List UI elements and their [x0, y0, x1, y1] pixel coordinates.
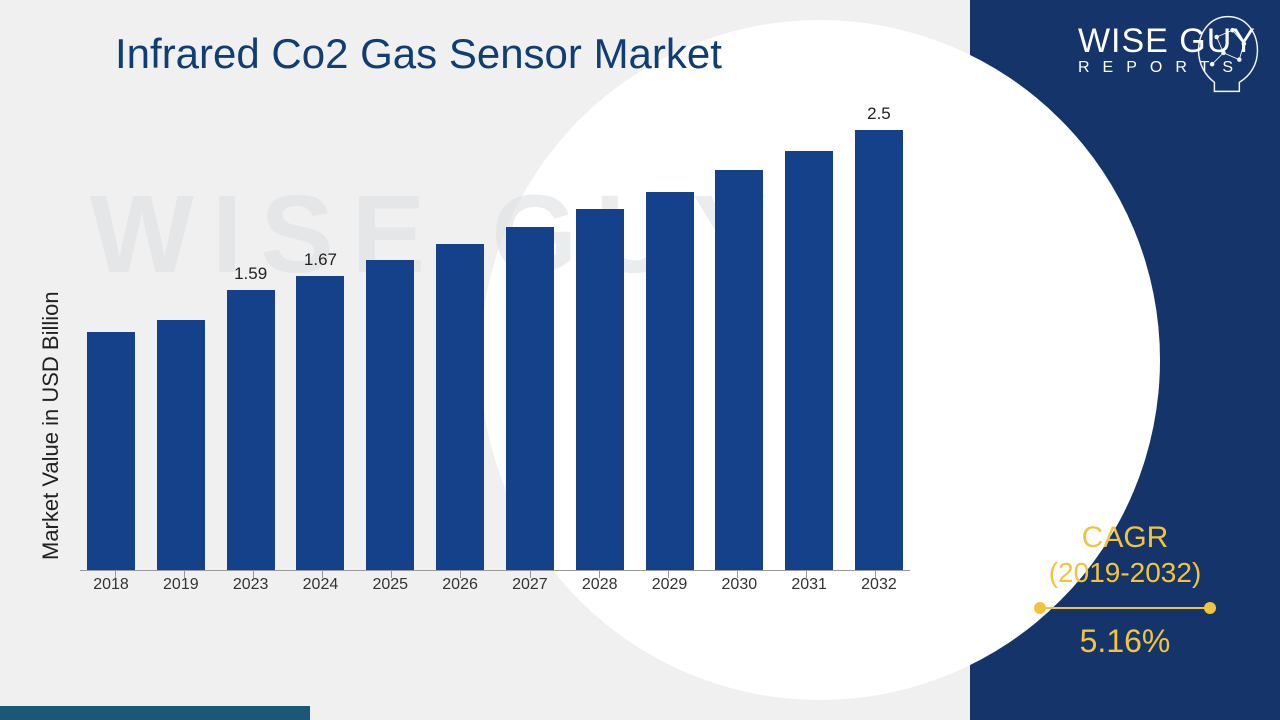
bar-rect [296, 276, 344, 570]
cagr-divider [1040, 607, 1210, 609]
bar-rect [506, 227, 554, 570]
bar-rect [646, 192, 694, 570]
bar-2019 [152, 320, 210, 570]
bar-rect [366, 260, 414, 570]
bar-2031 [780, 151, 838, 570]
head-icon [1194, 14, 1262, 94]
bar-rect [785, 151, 833, 570]
x-axis-labels: 2018 2019 2023 2024 2025 2026 2027 2028 2029 2030… [80, 576, 910, 594]
x-label: 2023 [222, 576, 280, 594]
x-label: 2028 [571, 576, 629, 594]
x-label: 2019 [152, 576, 210, 594]
bar-rect [576, 209, 624, 570]
bar-2025 [361, 260, 419, 570]
bar-rect [855, 130, 903, 570]
bar-rect [436, 244, 484, 570]
x-label: 2024 [291, 576, 349, 594]
bar-2024: 1.67 [291, 276, 349, 570]
y-axis-label: Market Value in USD Billion [38, 291, 64, 560]
bar-2030 [710, 170, 768, 570]
bar-2032: 2.5 [850, 130, 908, 570]
cagr-value: 5.16% [1010, 623, 1240, 660]
bar-value-label: 2.5 [867, 104, 891, 124]
bar-2018 [82, 332, 140, 570]
x-label: 2026 [431, 576, 489, 594]
logo: WISE GUY REPORTS [1078, 22, 1256, 77]
x-label: 2025 [361, 576, 419, 594]
x-label: 2027 [501, 576, 559, 594]
bar-rect [715, 170, 763, 570]
bar-2026 [431, 244, 489, 570]
cagr-block: CAGR (2019-2032) 5.16% [1010, 521, 1240, 660]
bar-rect [87, 332, 135, 570]
bar-2029 [641, 192, 699, 570]
x-label: 2018 [82, 576, 140, 594]
bar-2027 [501, 227, 559, 570]
bar-value-label: 1.67 [304, 250, 337, 270]
cagr-range: (2019-2032) [1010, 557, 1240, 589]
x-label: 2032 [850, 576, 908, 594]
bar-rect [157, 320, 205, 570]
bar-chart: 1.591.672.5 [80, 130, 910, 570]
bar-value-label: 1.59 [234, 264, 267, 284]
x-label: 2030 [710, 576, 768, 594]
footer-accent-bar [0, 706, 310, 720]
bar-2028 [571, 209, 629, 570]
x-label: 2029 [641, 576, 699, 594]
bar-2023: 1.59 [222, 290, 280, 570]
x-axis-line [80, 570, 910, 571]
chart-title: Infrared Co2 Gas Sensor Market [115, 30, 722, 78]
bar-rect [227, 290, 275, 570]
x-label: 2031 [780, 576, 838, 594]
cagr-label: CAGR [1010, 521, 1240, 555]
